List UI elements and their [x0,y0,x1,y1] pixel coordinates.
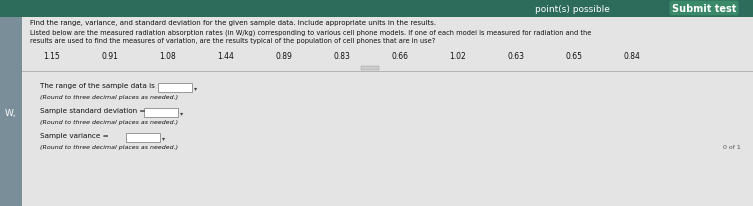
Text: 1.08: 1.08 [160,52,176,61]
Text: 0.84: 0.84 [623,52,641,61]
Text: 0.83: 0.83 [334,52,350,61]
Text: (Round to three decimal places as needed.): (Round to three decimal places as needed… [40,95,178,99]
Text: results are used to find the measures of variation, are the results typical of t: results are used to find the measures of… [30,38,435,44]
Bar [158,84,192,92]
Text: Find the range, variance, and standard deviation for the given sample data. Incl: Find the range, variance, and standard d… [30,20,436,26]
Bar [144,109,178,117]
Bar [126,133,160,142]
Text: ▾: ▾ [162,135,165,140]
Text: ▾: ▾ [194,85,197,91]
Text: (Round to three decimal places as needed.): (Round to three decimal places as needed… [40,144,178,149]
Text: 1.15: 1.15 [44,52,60,61]
Bar [361,67,380,71]
Text: point(s) possible: point(s) possible [535,5,609,13]
Text: 0.65: 0.65 [566,52,583,61]
Text: The range of the sample data is: The range of the sample data is [40,83,155,89]
Text: 0 of 1: 0 of 1 [723,144,741,149]
Bar [0,18,22,206]
Text: (Round to three decimal places as needed.): (Round to three decimal places as needed… [40,119,178,124]
Text: W,: W, [5,109,17,118]
Text: Sample variance =: Sample variance = [40,132,108,138]
Text: 0.66: 0.66 [392,52,408,61]
Text: 0.63: 0.63 [508,52,525,61]
Text: Listed below are the measured radiation absorption rates (in W/kg) corresponding: Listed below are the measured radiation … [30,30,591,36]
Bar [0,0,753,18]
Text: ▾: ▾ [180,110,183,115]
Text: 0.89: 0.89 [276,52,292,61]
Text: 0.91: 0.91 [102,52,118,61]
Text: 1.02: 1.02 [450,52,466,61]
Text: Sample standard deviation =: Sample standard deviation = [40,108,145,114]
Text: 1.44: 1.44 [218,52,234,61]
Text: Submit test: Submit test [672,4,736,14]
